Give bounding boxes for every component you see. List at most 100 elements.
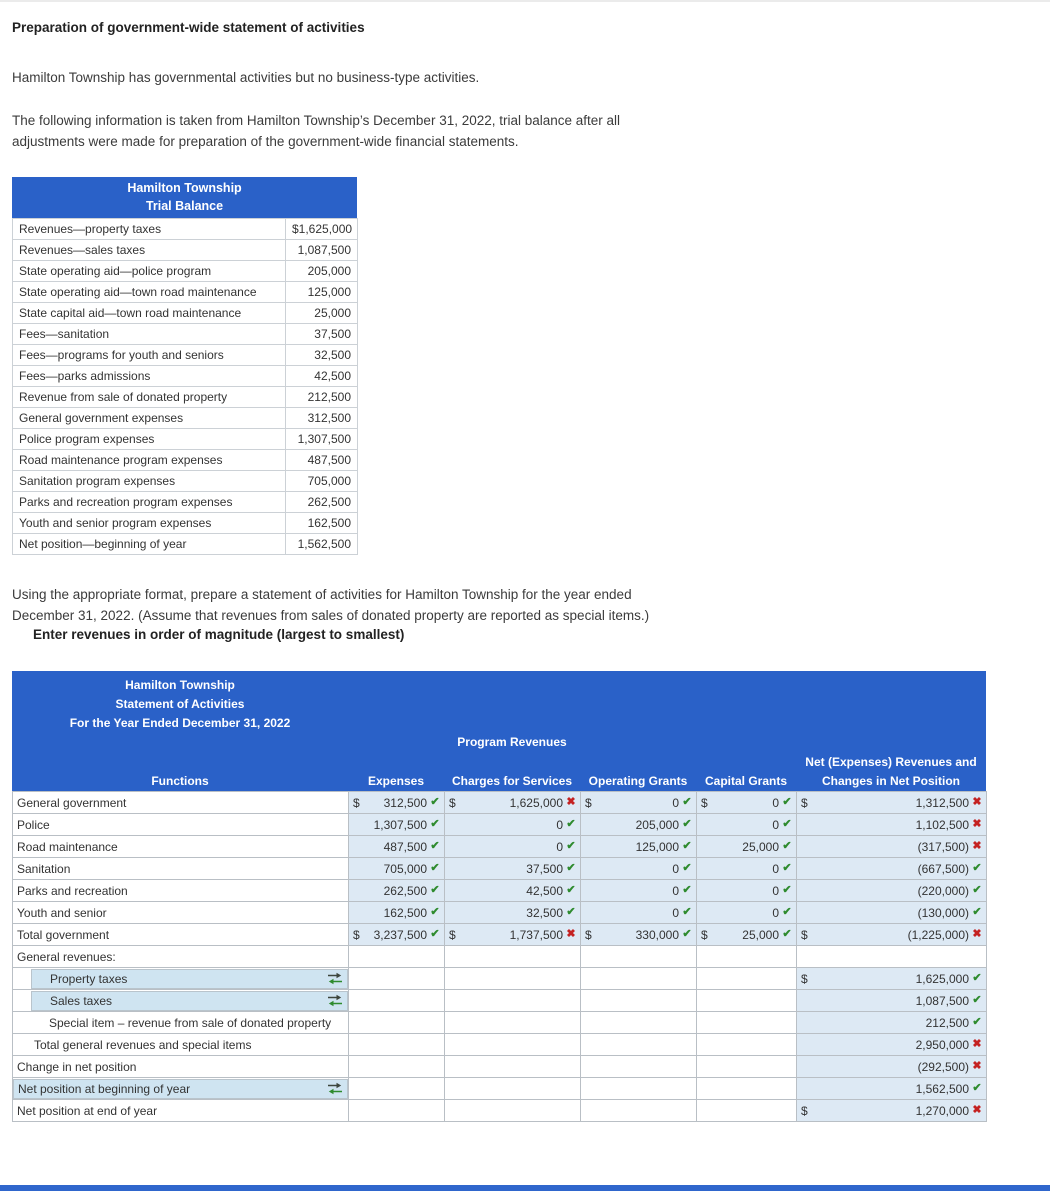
trial-balance-row: Net position—beginning of year 1,562,500 [12, 533, 358, 555]
cell-value: 32,500 [526, 905, 563, 920]
swap-arrows-icon[interactable] [327, 994, 343, 1007]
account-name: Revenues—sales taxes [12, 239, 286, 261]
capital-cell[interactable]: 25,000 ✔ [696, 835, 797, 858]
capital-cell[interactable]: $25,000 ✔ [696, 923, 797, 946]
correct-check-icon: ✔ [430, 884, 440, 896]
charges-cell[interactable]: 32,500 ✔ [444, 901, 581, 924]
function-label: Total government [17, 927, 110, 942]
capital-cell[interactable]: 0 ✔ [696, 813, 797, 836]
account-amount: 262,500 [285, 491, 358, 513]
expenses-cell[interactable]: $3,237,500 ✔ [348, 923, 445, 946]
operating-cell[interactable]: 0 ✔ [580, 879, 697, 902]
operating-cell[interactable]: 205,000 ✔ [580, 813, 697, 836]
charges-cell[interactable]: $1,737,500 ✖ [444, 923, 581, 946]
charges-cell[interactable]: $1,625,000 ✖ [444, 791, 581, 814]
cell-value: 2,950,000 [915, 1037, 969, 1052]
account-name: Fees—programs for youth and seniors [12, 344, 286, 366]
net-cell[interactable]: $1,625,000 ✔ [796, 967, 987, 990]
cell-value: 0 [556, 839, 563, 854]
statement-row: Police 1,307,500 ✔ 0 ✔ 205,000 ✔ 0 ✔ 1,102,500 ✖ [12, 813, 987, 836]
capital-cell[interactable]: 0 ✔ [696, 879, 797, 902]
net-cell[interactable]: $ (1,225,000) ✖ [796, 923, 987, 946]
operating-cell[interactable]: 125,000 ✔ [580, 835, 697, 858]
cell-value: 212,500 [925, 1015, 969, 1030]
cell-value: 487,500 [383, 839, 427, 854]
net-cell[interactable]: (292,500) ✖ [796, 1055, 987, 1078]
function-cell: Road maintenance [12, 835, 349, 858]
statement-row: Change in net position (292,500) ✖ [12, 1055, 987, 1078]
charges-cell[interactable]: 37,500 ✔ [444, 857, 581, 880]
account-name: State operating aid—police program [12, 260, 286, 282]
operating-cell[interactable]: $0 ✔ [580, 791, 697, 814]
expenses-cell[interactable]: 262,500 ✔ [348, 879, 445, 902]
function-cell[interactable]: Property taxes [12, 967, 349, 990]
account-amount: 25,000 [285, 302, 358, 324]
correct-check-icon: ✔ [430, 796, 440, 808]
statement-row: Total general revenues and special items… [12, 1033, 987, 1056]
charges-cell[interactable]: 0 ✔ [444, 835, 581, 858]
intro-paragraph-1: Hamilton Township has governmental activ… [12, 70, 480, 85]
charges-cell[interactable]: 0 ✔ [444, 813, 581, 836]
net-cell[interactable]: (317,500) ✖ [796, 835, 987, 858]
correct-check-icon: ✔ [430, 818, 440, 830]
trial-balance-row: Youth and senior program expenses 162,500 [12, 512, 358, 534]
net-header-line1: Net (Expenses) Revenues and [805, 755, 977, 769]
correct-check-icon: ✔ [782, 818, 792, 830]
account-name: Net position—beginning of year [12, 533, 286, 555]
operating-cell[interactable]: 0 ✔ [580, 857, 697, 880]
operating-cell[interactable]: $330,000 ✔ [580, 923, 697, 946]
cell-value: 1,270,000 [915, 1103, 969, 1118]
net-cell[interactable]: 2,950,000 ✖ [796, 1033, 987, 1056]
function-label: General government [17, 795, 127, 810]
dollar-sign: $ [701, 927, 708, 942]
net-cell[interactable]: 1,102,500 ✖ [796, 813, 987, 836]
capital-cell[interactable]: 0 ✔ [696, 857, 797, 880]
function-cell[interactable]: Sales taxes [12, 989, 349, 1012]
expenses-cell[interactable]: $312,500 ✔ [348, 791, 445, 814]
net-cell[interactable]: 212,500 ✔ [796, 1011, 987, 1034]
cell-value: (317,500) [917, 839, 969, 854]
function-cell: Special item – revenue from sale of dona… [12, 1011, 349, 1034]
net-cell[interactable]: (220,000) ✔ [796, 879, 987, 902]
net-cell[interactable]: $1,270,000 ✖ [796, 1099, 987, 1122]
expenses-cell[interactable]: 162,500 ✔ [348, 901, 445, 924]
correct-check-icon: ✔ [782, 840, 792, 852]
expenses-cell[interactable]: 1,307,500 ✔ [348, 813, 445, 836]
net-cell[interactable]: (667,500) ✔ [796, 857, 987, 880]
expenses-cell[interactable]: 487,500 ✔ [348, 835, 445, 858]
trial-balance-row: State capital aid—town road maintenance 2… [12, 302, 358, 324]
expenses-cell[interactable]: 705,000 ✔ [348, 857, 445, 880]
cell-value: 262,500 [383, 883, 427, 898]
net-cell[interactable]: 1,087,500 ✔ [796, 989, 987, 1012]
cell-value: 1,102,500 [915, 817, 969, 832]
statement-row: Parks and recreation 262,500 ✔ 42,500 ✔ 0 ✔ 0 ✔(… [12, 879, 987, 902]
capital-cell[interactable]: 0 ✔ [696, 901, 797, 924]
charges-cell [444, 1077, 581, 1100]
correct-check-icon: ✔ [430, 906, 440, 918]
function-cell[interactable]: Net position at beginning of year [12, 1077, 349, 1100]
operating-cell[interactable]: 0 ✔ [580, 901, 697, 924]
net-cell[interactable]: 1,562,500 ✔ [796, 1077, 987, 1100]
swap-arrows-icon[interactable] [327, 1082, 343, 1095]
cell-value: (130,000) [917, 905, 969, 920]
charges-cell[interactable]: 42,500 ✔ [444, 879, 581, 902]
capital-cell [696, 1077, 797, 1100]
dollar-sign: $ [801, 1103, 808, 1118]
net-cell[interactable]: (130,000) ✔ [796, 901, 987, 924]
correct-check-icon: ✔ [972, 972, 982, 984]
cell-value: 125,000 [635, 839, 679, 854]
capital-cell[interactable]: $0 ✔ [696, 791, 797, 814]
cell-value: 1,562,500 [915, 1081, 969, 1096]
account-amount: 1,087,500 [285, 239, 358, 261]
correct-check-icon: ✔ [430, 928, 440, 940]
trial-balance-row: Road maintenance program expenses 487,500 [12, 449, 358, 471]
net-cell[interactable]: $1,312,500 ✖ [796, 791, 987, 814]
dollar-sign: $ [353, 927, 360, 942]
correct-check-icon: ✔ [972, 862, 982, 874]
swap-arrows-icon[interactable] [327, 972, 343, 985]
account-name: Revenue from sale of donated property [12, 386, 286, 408]
statement-grid: General government $312,500 ✔ $1,625,000 ✖ $0… [12, 791, 987, 1122]
dollar-sign: $ [585, 795, 592, 810]
trial-balance-row: Fees—parks admissions 42,500 [12, 365, 358, 387]
